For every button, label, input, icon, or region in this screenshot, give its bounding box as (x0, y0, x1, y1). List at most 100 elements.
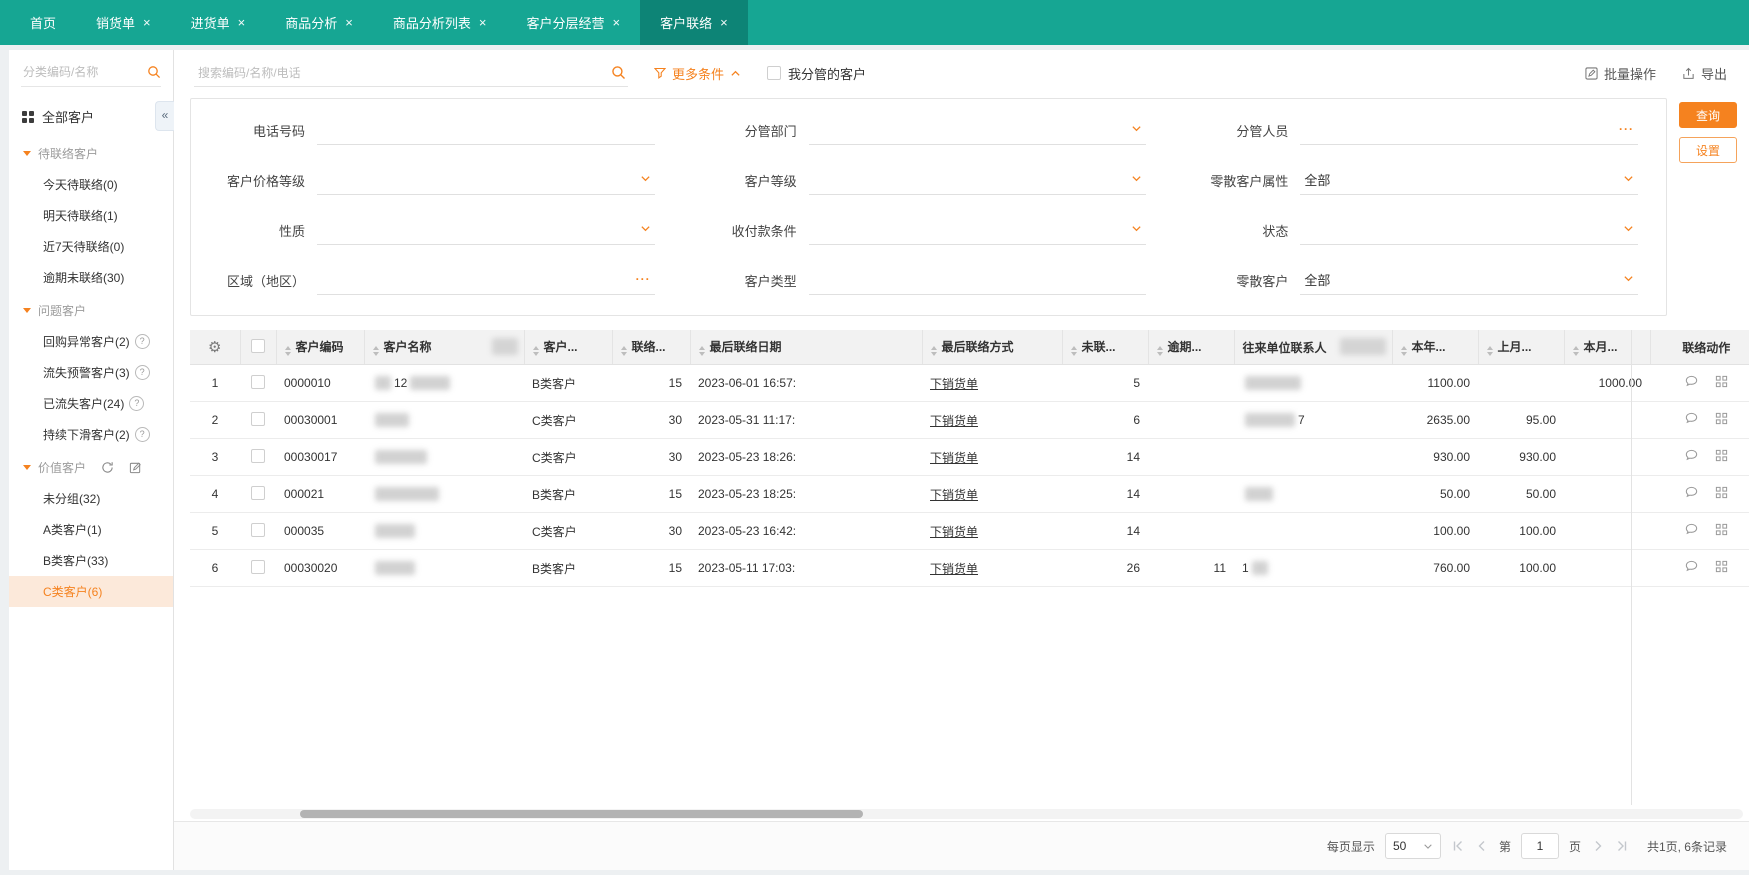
column-header[interactable]: 逾期... (1147, 330, 1234, 365)
filter-select[interactable]: 全部 (1300, 267, 1638, 295)
settings-button[interactable]: 设置 (1679, 137, 1737, 163)
tab-进货单[interactable]: 进货单 × (171, 0, 266, 45)
checkbox-icon[interactable] (251, 485, 265, 500)
column-header[interactable]: 最后联络方式 (921, 330, 1062, 365)
tab-销货单[interactable]: 销货单 × (76, 0, 171, 45)
column-header[interactable]: 最后联络日期 (689, 330, 922, 365)
tree-group[interactable]: 价值客户 (9, 450, 173, 483)
first-page-button[interactable] (1451, 839, 1465, 853)
edit-icon[interactable] (129, 461, 142, 474)
batch-operations-button[interactable]: 批量操作 (1585, 64, 1656, 83)
checkbox-icon[interactable] (251, 448, 265, 463)
column-header[interactable]: 本月... (1563, 330, 1650, 365)
column-header[interactable]: 客户... (523, 330, 612, 365)
scrollbar-thumb[interactable] (300, 810, 863, 818)
last-contact-method-link[interactable]: 下销货单 (930, 413, 979, 428)
filter-select[interactable] (317, 217, 655, 245)
checkbox-icon[interactable] (251, 559, 265, 574)
more-actions-icon[interactable] (1715, 412, 1728, 425)
refresh-icon[interactable] (101, 461, 114, 474)
last-contact-method-link[interactable]: 下销货单 (930, 561, 979, 576)
ellipsis-icon[interactable]: ··· (635, 272, 651, 286)
more-actions-icon[interactable] (1715, 449, 1728, 462)
next-page-button[interactable] (1591, 839, 1605, 853)
tab-商品分析[interactable]: 商品分析 × (265, 0, 373, 45)
chat-action-icon[interactable] (1684, 559, 1699, 574)
more-actions-icon[interactable] (1715, 523, 1728, 536)
tree-group[interactable]: 待联络客户 (9, 136, 173, 169)
more-filters-toggle[interactable]: 更多条件 (654, 64, 741, 83)
sidebar-item[interactable]: 未分组(32) (9, 483, 173, 514)
tree-group[interactable]: 问题客户 (9, 293, 173, 326)
filter-input[interactable] (808, 267, 1147, 295)
more-actions-icon[interactable] (1715, 375, 1728, 388)
sidebar-item[interactable]: 逾期未联络(30) (9, 262, 173, 293)
sidebar-item[interactable]: 流失预警客户(3)? (9, 357, 173, 388)
sidebar-item[interactable]: 已流失客户(24)? (9, 388, 173, 419)
close-icon[interactable]: × (478, 15, 487, 30)
row-checkbox[interactable] (240, 512, 276, 550)
my-customers-filter[interactable]: 我分管的客户 (767, 64, 866, 83)
chat-action-icon[interactable] (1684, 374, 1699, 389)
sidebar-item[interactable]: 持续下滑客户(2)? (9, 419, 173, 450)
filter-select[interactable] (808, 167, 1147, 195)
sidebar-item-all-customers[interactable]: 全部客户 « (9, 97, 174, 136)
checkbox-icon[interactable] (767, 66, 782, 80)
filter-input[interactable] (317, 117, 655, 145)
filter-select[interactable] (808, 117, 1147, 145)
chat-action-icon[interactable] (1684, 448, 1699, 463)
tab-客户联络[interactable]: 客户联络 × (640, 0, 748, 45)
row-checkbox[interactable] (240, 475, 276, 513)
sidebar-item[interactable]: 明天待联络(1) (9, 200, 173, 231)
column-header[interactable]: 联络... (611, 330, 690, 365)
column-header[interactable]: 客户编码 (275, 330, 364, 365)
last-page-button[interactable] (1615, 839, 1629, 853)
sidebar-item[interactable]: A类客户(1) (9, 514, 173, 545)
checkbox-icon[interactable] (251, 522, 265, 537)
row-checkbox[interactable] (240, 549, 276, 587)
select-all-checkbox[interactable] (239, 330, 276, 365)
filter-select[interactable] (317, 167, 655, 195)
sidebar-item[interactable]: 近7天待联络(0) (9, 231, 173, 262)
last-contact-method-link[interactable]: 下销货单 (930, 376, 979, 391)
chat-action-icon[interactable] (1684, 485, 1699, 500)
checkbox-icon[interactable] (251, 411, 265, 426)
chat-action-icon[interactable] (1684, 522, 1699, 537)
last-contact-method-link[interactable]: 下销货单 (930, 487, 979, 502)
column-header[interactable]: 往来单位联系人 (1233, 330, 1392, 365)
sidebar-search-input[interactable] (21, 64, 147, 80)
tab-商品分析列表[interactable]: 商品分析列表 × (373, 0, 507, 45)
tab-首页[interactable]: 首页 (10, 0, 76, 45)
column-header[interactable]: 上月... (1477, 330, 1564, 365)
help-icon[interactable]: ? (134, 334, 150, 349)
more-actions-icon[interactable] (1715, 486, 1728, 499)
close-icon[interactable]: × (612, 15, 621, 30)
filter-input[interactable]: ··· (317, 267, 655, 295)
prev-page-button[interactable] (1475, 839, 1489, 853)
help-icon[interactable]: ? (134, 365, 150, 380)
sidebar-item[interactable]: B类客户(33) (9, 545, 173, 576)
search-icon[interactable] (147, 65, 161, 79)
row-checkbox[interactable] (240, 364, 276, 402)
horizontal-scrollbar[interactable] (190, 809, 1743, 819)
row-checkbox[interactable] (240, 401, 276, 439)
column-header[interactable]: 未联... (1061, 330, 1148, 365)
export-button[interactable]: 导出 (1682, 64, 1727, 83)
checkbox-icon[interactable] (251, 374, 265, 389)
close-icon[interactable]: × (345, 15, 353, 30)
sidebar-item[interactable]: 今天待联络(0) (9, 169, 173, 200)
sidebar-item[interactable]: C类客户(6) (9, 576, 173, 607)
search-icon[interactable] (611, 65, 626, 80)
filter-input[interactable]: ··· (1300, 117, 1638, 145)
row-checkbox[interactable] (240, 438, 276, 476)
filter-select[interactable] (808, 217, 1147, 245)
close-icon[interactable]: × (237, 15, 246, 30)
collapse-sidebar-button[interactable]: « (155, 101, 174, 131)
last-contact-method-link[interactable]: 下销货单 (930, 450, 979, 465)
column-settings-button[interactable]: ⚙ (190, 330, 240, 365)
close-icon[interactable]: × (720, 15, 728, 30)
filter-select[interactable] (1300, 217, 1638, 245)
column-header[interactable]: 客户名称 (363, 330, 524, 365)
sidebar-item[interactable]: 回购异常客户(2)? (9, 326, 173, 357)
query-button[interactable]: 查询 (1679, 102, 1737, 128)
